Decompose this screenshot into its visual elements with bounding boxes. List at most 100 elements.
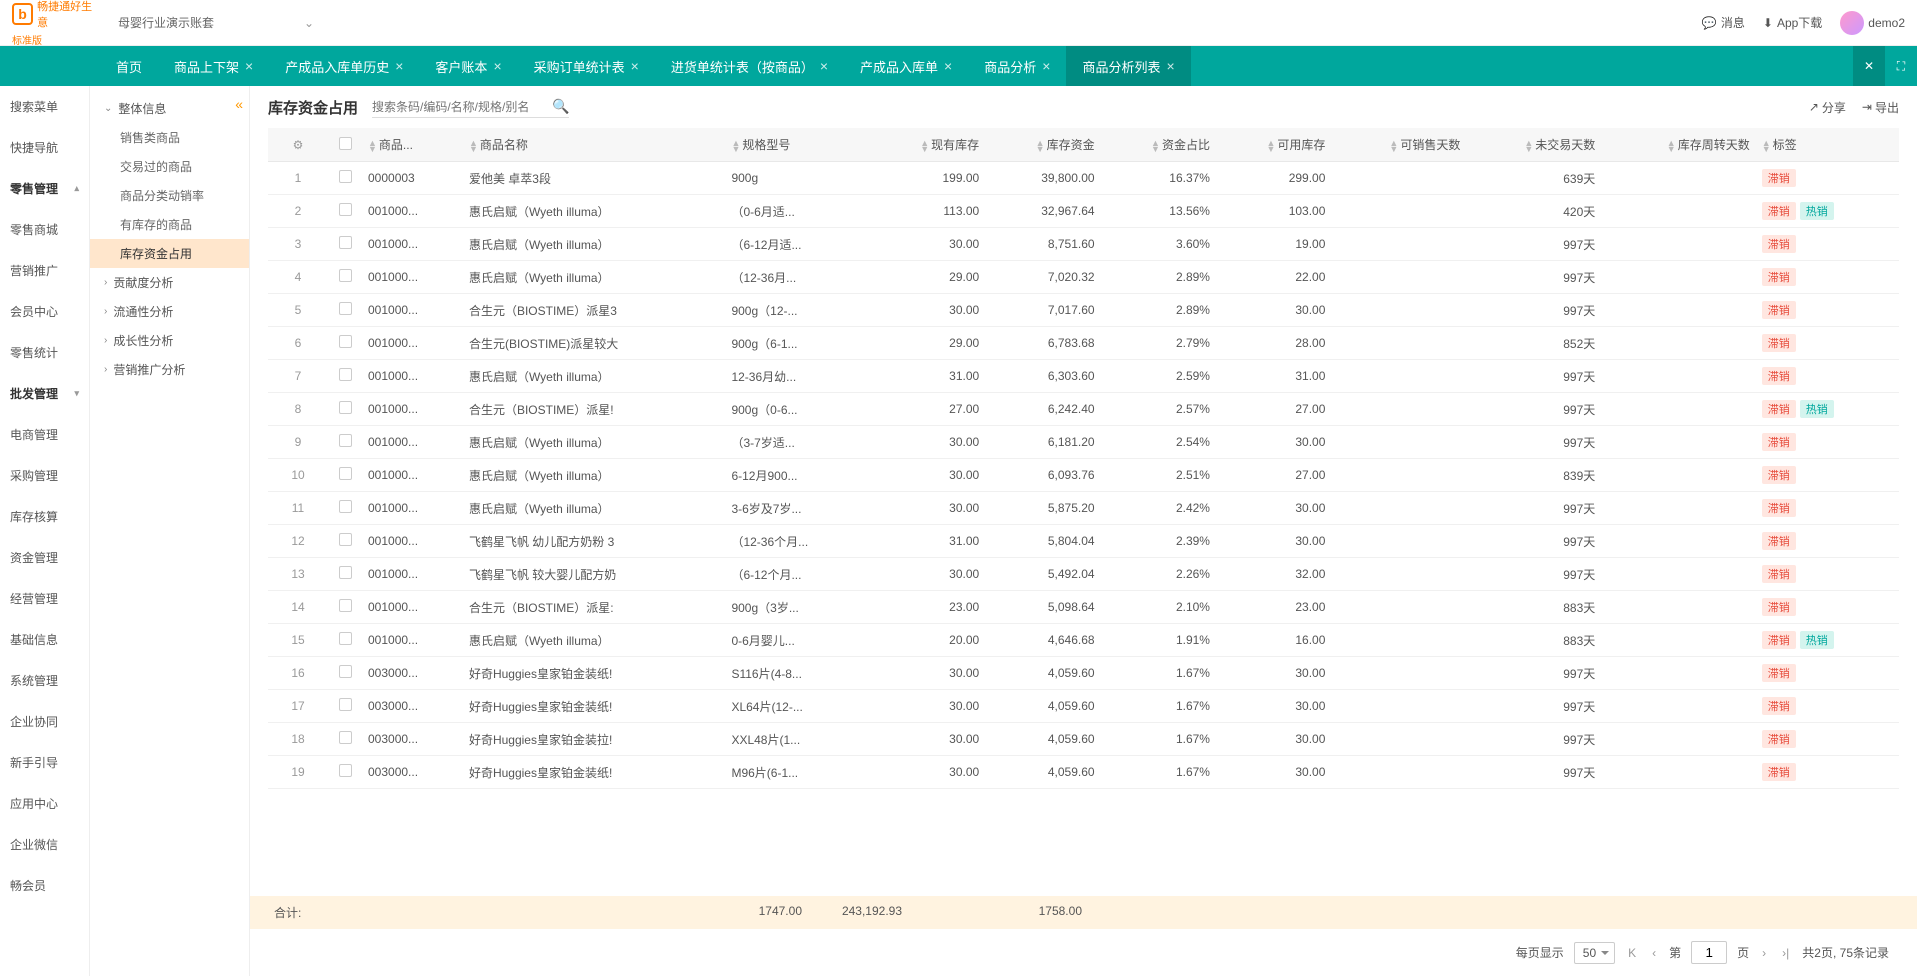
table-row[interactable]: 4 001000... 惠氏启赋（Wyeth illuma） （12-36月..…: [268, 261, 1899, 294]
column-header[interactable]: ▲▼商品名称: [463, 128, 726, 162]
sidebar-item[interactable]: 企业协同: [0, 701, 89, 742]
tab-close-icon[interactable]: ×: [245, 58, 253, 74]
share-button[interactable]: ↗ 分享: [1809, 99, 1846, 116]
sort-icon[interactable]: ▲▼: [1762, 140, 1771, 152]
tab-close-icon[interactable]: ×: [1166, 58, 1174, 74]
next-page-button[interactable]: ›: [1759, 946, 1769, 960]
sidebar-item[interactable]: 零售管理▴: [0, 168, 89, 209]
export-button[interactable]: ⇥ 导出: [1862, 99, 1899, 116]
column-header[interactable]: ▲▼规格型号: [725, 128, 869, 162]
table-row[interactable]: 18 003000... 好奇Huggies皇家铂金装拉! XXL48片(1..…: [268, 723, 1899, 756]
table-row[interactable]: 1 0000003 爱他美 卓萃3段 900g 199.00 39,800.00…: [268, 162, 1899, 195]
row-checkbox[interactable]: [339, 599, 352, 612]
sidebar-item[interactable]: 电商管理: [0, 414, 89, 455]
sort-icon[interactable]: ▲▼: [469, 140, 478, 152]
message-button[interactable]: 💬 消息: [1702, 14, 1745, 31]
sub-sidebar-group[interactable]: ›营销推广分析: [90, 355, 249, 384]
gear-icon[interactable]: ⚙: [293, 138, 304, 152]
fullscreen-button[interactable]: ⛶: [1885, 46, 1917, 86]
column-header[interactable]: ▲▼库存周转天数: [1601, 128, 1755, 162]
table-row[interactable]: 12 001000... 飞鹤星飞帆 幼儿配方奶粉 3 （12-36个月... …: [268, 525, 1899, 558]
first-page-button[interactable]: K: [1625, 946, 1639, 960]
sub-sidebar-item[interactable]: 销售类商品: [90, 123, 249, 152]
sub-sidebar-group[interactable]: ›成长性分析: [90, 326, 249, 355]
column-header[interactable]: [328, 128, 362, 162]
column-header[interactable]: ⚙: [268, 128, 328, 162]
row-checkbox[interactable]: [339, 302, 352, 315]
sidebar-item[interactable]: 营销推广: [0, 250, 89, 291]
row-checkbox[interactable]: [339, 632, 352, 645]
column-header[interactable]: ▲▼可销售天数: [1331, 128, 1466, 162]
sub-sidebar-group[interactable]: ›流通性分析: [90, 297, 249, 326]
sort-icon[interactable]: ▲▼: [368, 140, 377, 152]
table-row[interactable]: 14 001000... 合生元（BIOSTIME）派星: 900g（3岁...…: [268, 591, 1899, 624]
table-row[interactable]: 6 001000... 合生元(BIOSTIME)派星较大 900g（6-1..…: [268, 327, 1899, 360]
column-header[interactable]: ▲▼可用库存: [1216, 128, 1331, 162]
sidebar-item[interactable]: 零售商城: [0, 209, 89, 250]
select-all-checkbox[interactable]: [339, 137, 352, 150]
sort-icon[interactable]: ▲▼: [1266, 140, 1275, 152]
row-checkbox[interactable]: [339, 467, 352, 480]
sub-sidebar-group[interactable]: ⌄整体信息: [90, 94, 249, 123]
table-row[interactable]: 13 001000... 飞鹤星飞帆 较大婴儿配方奶 （6-12个月... 30…: [268, 558, 1899, 591]
tab[interactable]: 商品分析×: [968, 46, 1066, 86]
page-input[interactable]: [1691, 941, 1727, 964]
sidebar-item[interactable]: 采购管理: [0, 455, 89, 496]
sidebar-item[interactable]: 系统管理: [0, 660, 89, 701]
tab[interactable]: 采购订单统计表×: [518, 46, 655, 86]
tab-close-icon[interactable]: ×: [493, 58, 501, 74]
tab-close-icon[interactable]: ×: [1042, 58, 1050, 74]
table-row[interactable]: 17 003000... 好奇Huggies皇家铂金装纸! XL64片(12-.…: [268, 690, 1899, 723]
sidebar-item[interactable]: 零售统计: [0, 332, 89, 373]
row-checkbox[interactable]: [339, 335, 352, 348]
tab[interactable]: 首页: [100, 46, 158, 86]
tab[interactable]: 商品上下架×: [158, 46, 269, 86]
sub-sidebar-item[interactable]: 库存资金占用: [90, 239, 249, 268]
sidebar-item[interactable]: 企业微信: [0, 824, 89, 865]
download-button[interactable]: ⬇ App下载: [1763, 14, 1822, 31]
row-checkbox[interactable]: [339, 698, 352, 711]
tab-close-all-button[interactable]: ✕: [1853, 46, 1885, 86]
table-row[interactable]: 7 001000... 惠氏启赋（Wyeth illuma） 12-36月幼..…: [268, 360, 1899, 393]
tab[interactable]: 客户账本×: [419, 46, 517, 86]
last-page-button[interactable]: ›|: [1779, 946, 1792, 960]
row-checkbox[interactable]: [339, 401, 352, 414]
user-menu[interactable]: demo2: [1840, 11, 1905, 35]
row-checkbox[interactable]: [339, 665, 352, 678]
row-checkbox[interactable]: [339, 170, 352, 183]
tab-close-icon[interactable]: ×: [944, 58, 952, 74]
tab[interactable]: 进货单统计表（按商品）×: [655, 46, 844, 86]
sub-sidebar-group[interactable]: ›贡献度分析: [90, 268, 249, 297]
sort-icon[interactable]: ▲▼: [1524, 140, 1533, 152]
tab[interactable]: 产成品入库单×: [844, 46, 968, 86]
row-checkbox[interactable]: [339, 236, 352, 249]
sidebar-item[interactable]: 库存核算: [0, 496, 89, 537]
per-page-select[interactable]: 50: [1574, 942, 1615, 964]
column-header[interactable]: ▲▼标签: [1756, 128, 1899, 162]
sidebar-item[interactable]: 快捷导航: [0, 127, 89, 168]
sidebar-item[interactable]: 畅会员: [0, 865, 89, 906]
sort-icon[interactable]: ▲▼: [1667, 140, 1676, 152]
column-header[interactable]: ▲▼现有库存: [870, 128, 985, 162]
row-checkbox[interactable]: [339, 731, 352, 744]
table-row[interactable]: 2 001000... 惠氏启赋（Wyeth illuma） （0-6月适...…: [268, 195, 1899, 228]
row-checkbox[interactable]: [339, 434, 352, 447]
prev-page-button[interactable]: ‹: [1649, 946, 1659, 960]
table-row[interactable]: 19 003000... 好奇Huggies皇家铂金装纸! M96片(6-1..…: [268, 756, 1899, 789]
row-checkbox[interactable]: [339, 203, 352, 216]
sidebar-item[interactable]: 经营管理: [0, 578, 89, 619]
table-row[interactable]: 10 001000... 惠氏启赋（Wyeth illuma） 6-12月900…: [268, 459, 1899, 492]
collapse-sidebar-button[interactable]: «: [235, 96, 243, 112]
sort-icon[interactable]: ▲▼: [1389, 140, 1398, 152]
sub-sidebar-item[interactable]: 交易过的商品: [90, 152, 249, 181]
row-checkbox[interactable]: [339, 269, 352, 282]
row-checkbox[interactable]: [339, 566, 352, 579]
sort-icon[interactable]: ▲▼: [920, 140, 929, 152]
sort-icon[interactable]: ▲▼: [1036, 140, 1045, 152]
search-input[interactable]: [372, 100, 552, 114]
account-selector[interactable]: 母婴行业演示账套 ⌄: [118, 14, 314, 31]
sidebar-item[interactable]: 资金管理: [0, 537, 89, 578]
tab-close-icon[interactable]: ×: [631, 58, 639, 74]
row-checkbox[interactable]: [339, 533, 352, 546]
sub-sidebar-item[interactable]: 有库存的商品: [90, 210, 249, 239]
